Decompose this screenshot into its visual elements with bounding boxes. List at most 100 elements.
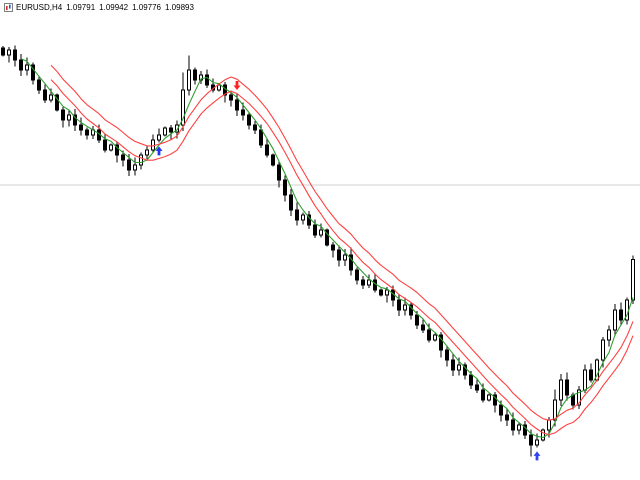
- candle-body: [415, 314, 419, 326]
- candle-body: [511, 419, 515, 431]
- candle-body: [367, 279, 371, 286]
- candle-body: [295, 209, 299, 221]
- candle-body: [139, 154, 143, 166]
- candle-body: [403, 304, 407, 311]
- ohlc-high: 1.09942: [99, 3, 129, 12]
- candle-body: [331, 244, 335, 251]
- candle-body: [7, 49, 11, 56]
- candle-body: [169, 127, 173, 133]
- candle-body: [487, 394, 491, 401]
- candle-body: [541, 429, 545, 441]
- candle-body: [19, 59, 23, 71]
- candle-body: [43, 89, 47, 101]
- candle-body: [427, 329, 431, 341]
- candle-body: [601, 339, 605, 361]
- candle-body: [451, 359, 455, 371]
- candle-body: [205, 74, 209, 86]
- candle-body: [229, 94, 233, 101]
- candle-body: [565, 379, 569, 396]
- candle-body: [67, 114, 71, 121]
- candle-body: [505, 414, 509, 421]
- candle-body: [307, 214, 311, 226]
- candle-body: [481, 389, 485, 401]
- signal-arrow-down: [233, 81, 241, 90]
- candle-body: [439, 334, 443, 351]
- candle-body: [499, 404, 503, 416]
- candle-body: [163, 127, 167, 136]
- candle-body: [583, 369, 587, 391]
- candle-body: [589, 369, 593, 381]
- symbol-timeframe-label: EURUSD,H4: [16, 3, 63, 12]
- candle-body: [217, 84, 221, 91]
- candle-body: [283, 179, 287, 196]
- signal-arrow-up: [533, 451, 541, 461]
- envelope-lower-line: [50, 79, 634, 436]
- candle-body: [433, 334, 437, 341]
- candle-body: [349, 254, 353, 271]
- candle-body: [61, 109, 65, 121]
- ohlc-open: 1.09791: [66, 3, 96, 12]
- candle-body: [571, 394, 575, 406]
- candle-body: [475, 384, 479, 391]
- candle-body: [157, 134, 161, 141]
- candle-body: [115, 144, 119, 156]
- candle-body: [313, 224, 317, 236]
- candle-body: [259, 129, 263, 146]
- candle-body: [79, 124, 83, 131]
- candle-body: [31, 64, 35, 81]
- candle-body: [559, 379, 563, 401]
- candle-body: [253, 124, 257, 131]
- candle-body: [271, 154, 275, 166]
- candle-body: [361, 279, 365, 286]
- candle-body: [553, 399, 557, 421]
- candle-body: [547, 419, 551, 431]
- candle-body: [409, 304, 413, 316]
- candle-body: [457, 364, 461, 371]
- candle-body: [193, 69, 197, 81]
- ohlc-low: 1.09776: [132, 3, 161, 12]
- candle-body: [145, 149, 149, 156]
- candle-body: [85, 129, 89, 136]
- candle-body: [337, 249, 341, 261]
- candle-body: [301, 214, 305, 221]
- candle-body: [463, 364, 467, 376]
- candle-body: [343, 254, 347, 261]
- candle-body: [355, 269, 359, 281]
- candle-body: [397, 299, 401, 311]
- candle-body: [55, 94, 59, 111]
- candle-body: [175, 124, 179, 133]
- candle-body: [319, 229, 323, 236]
- ohlc-close: 1.09893: [165, 3, 194, 12]
- candle-body: [241, 109, 245, 116]
- candle-body: [109, 144, 113, 151]
- candle-body: [73, 114, 77, 126]
- candle-body: [25, 64, 29, 71]
- candle-body: [523, 424, 527, 436]
- chart-header: EURUSD,H4 1.09791 1.09942 1.09776 1.0989…: [4, 3, 198, 12]
- candle-body: [493, 394, 497, 406]
- candle-body: [133, 164, 137, 171]
- signal-arrow-up: [155, 146, 163, 156]
- candle-body: [517, 424, 521, 431]
- candle-body: [277, 164, 281, 181]
- candle-body: [535, 439, 539, 446]
- candle-body: [577, 389, 581, 406]
- candle-body: [619, 309, 623, 321]
- candle-body: [289, 194, 293, 211]
- ma-fast-line: [20, 58, 634, 439]
- candle-body: [445, 349, 449, 361]
- candle-body: [385, 289, 389, 296]
- envelope-upper-line: [50, 64, 634, 421]
- chart-icon: [4, 3, 13, 12]
- candle-body: [529, 434, 533, 446]
- candle-body: [121, 154, 125, 161]
- candle-body: [1, 47, 5, 56]
- candle-body: [469, 374, 473, 386]
- candle-body: [49, 94, 53, 101]
- candle-body: [13, 49, 17, 61]
- candle-body: [379, 289, 383, 296]
- candle-body: [103, 139, 107, 151]
- candle-body: [181, 89, 185, 126]
